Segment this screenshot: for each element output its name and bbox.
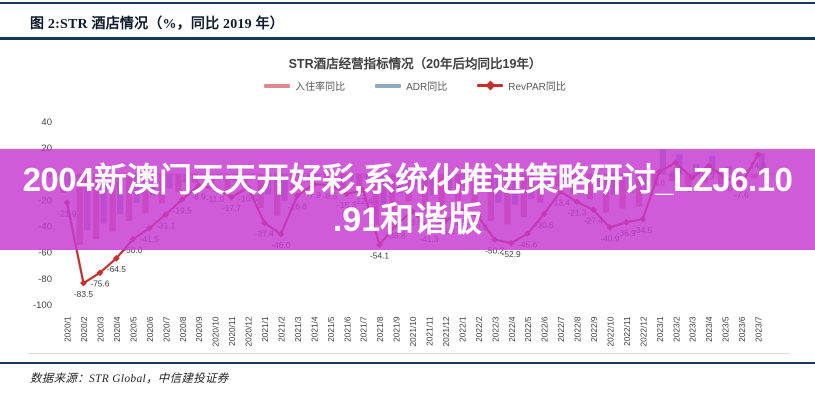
svg-text:2022/9: 2022/9 xyxy=(589,316,599,342)
svg-text:2021/10: 2021/10 xyxy=(408,316,418,346)
svg-text:2020/8: 2020/8 xyxy=(178,316,188,342)
watermark-overlay: 2004新澳门天天开好彩,系统化推进策略研讨_LZJ6.10 .91和谐版 xyxy=(0,149,815,250)
svg-text:2022/1: 2022/1 xyxy=(457,316,467,342)
svg-text:2021/11: 2021/11 xyxy=(425,316,435,346)
svg-text:-100: -100 xyxy=(33,300,52,311)
svg-text:20: 20 xyxy=(41,143,52,154)
svg-text:2021/7: 2021/7 xyxy=(359,316,369,342)
watermark-line2: .91和谐版 xyxy=(332,200,483,239)
svg-text:2023/6: 2023/6 xyxy=(737,316,747,342)
svg-text:2023/3: 2023/3 xyxy=(688,316,698,342)
svg-text:2021/6: 2021/6 xyxy=(342,316,352,342)
svg-text:2021/3: 2021/3 xyxy=(293,316,303,342)
svg-text:2020/6: 2020/6 xyxy=(145,316,155,342)
svg-text:2022/6: 2022/6 xyxy=(540,316,550,342)
svg-text:2022/12: 2022/12 xyxy=(638,316,648,346)
adr-swatch-icon xyxy=(375,83,402,88)
svg-text:-52.9: -52.9 xyxy=(502,249,521,259)
svg-text:2023/7: 2023/7 xyxy=(754,316,764,342)
svg-text:2021/9: 2021/9 xyxy=(392,316,402,342)
legend-item-revpar: RevPAR同比 xyxy=(477,78,566,93)
svg-text:2020/10: 2020/10 xyxy=(211,316,221,346)
svg-text:-83.5: -83.5 xyxy=(74,289,93,299)
occupancy-swatch-icon xyxy=(264,83,291,88)
svg-text:-50.0: -50.0 xyxy=(123,245,142,255)
legend-label-occupancy: 入住率同比 xyxy=(295,82,346,93)
svg-text:2021/8: 2021/8 xyxy=(375,316,385,342)
chart-title: STR酒店经营指标情况（20年后均同比19年） xyxy=(288,57,542,71)
svg-text:2020/3: 2020/3 xyxy=(96,316,106,342)
chart-legend: 入住率同比 ADR同比 RevPAR同比 xyxy=(55,78,775,93)
svg-text:-64.5: -64.5 xyxy=(107,264,126,274)
svg-text:-50.2: -50.2 xyxy=(485,245,504,255)
svg-text:2020/5: 2020/5 xyxy=(128,316,138,342)
svg-text:2020/1: 2020/1 xyxy=(63,316,73,342)
svg-text:2023/1: 2023/1 xyxy=(655,316,665,342)
svg-text:2022/2: 2022/2 xyxy=(474,316,484,342)
svg-text:-60: -60 xyxy=(38,248,52,259)
x-axis-labels: 2020/1 2020/2 2020/3 2020/4 2020/5 2020/6 2020… xyxy=(63,316,764,346)
svg-text:2020/9: 2020/9 xyxy=(194,316,204,342)
svg-text:2023/5: 2023/5 xyxy=(721,316,731,342)
svg-text:2020/11: 2020/11 xyxy=(227,316,237,346)
legend-item-adr: ADR同比 xyxy=(375,78,447,93)
svg-text:2023/4: 2023/4 xyxy=(704,316,714,342)
svg-text:-75.6: -75.6 xyxy=(90,279,109,289)
revpar-swatch-icon xyxy=(477,80,504,91)
watermark-line1: 2004新澳门天天开好彩,系统化推进策略研讨_LZJ6.10 xyxy=(22,160,793,198)
svg-text:2022/11: 2022/11 xyxy=(622,316,632,346)
svg-text:2022/4: 2022/4 xyxy=(507,316,517,342)
top-rule xyxy=(0,2,815,4)
legend-label-revpar: RevPAR同比 xyxy=(508,82,566,93)
svg-text:-80: -80 xyxy=(38,274,52,285)
svg-text:2020/12: 2020/12 xyxy=(244,316,254,346)
caption-rule xyxy=(0,37,815,40)
legend-item-occupancy: 入住率同比 xyxy=(264,78,345,93)
svg-text:2020/2: 2020/2 xyxy=(79,316,89,342)
svg-text:2022/7: 2022/7 xyxy=(556,316,566,342)
svg-text:2020/4: 2020/4 xyxy=(112,316,122,342)
svg-text:2022/8: 2022/8 xyxy=(573,316,583,342)
source-rule xyxy=(0,362,815,364)
svg-text:40: 40 xyxy=(41,117,52,128)
svg-text:2023/2: 2023/2 xyxy=(671,316,681,342)
svg-text:2022/3: 2022/3 xyxy=(490,316,500,342)
svg-text:2022/10: 2022/10 xyxy=(605,316,615,346)
svg-text:2022/5: 2022/5 xyxy=(523,316,533,342)
figure-caption: 图 2:STR 酒店情况（%，同比 2019 年） xyxy=(30,17,284,32)
svg-text:2021/1: 2021/1 xyxy=(260,316,270,342)
svg-text:2020/7: 2020/7 xyxy=(161,316,171,342)
svg-text:2021/4: 2021/4 xyxy=(309,316,319,342)
svg-text:-54.1: -54.1 xyxy=(370,251,389,261)
source-text: 数据来源：STR Global，中信建投证券 xyxy=(30,373,229,385)
legend-label-adr: ADR同比 xyxy=(406,82,448,93)
svg-text:2021/2: 2021/2 xyxy=(276,316,286,342)
svg-text:2021/12: 2021/12 xyxy=(441,316,451,346)
svg-text:2021/5: 2021/5 xyxy=(326,316,336,342)
